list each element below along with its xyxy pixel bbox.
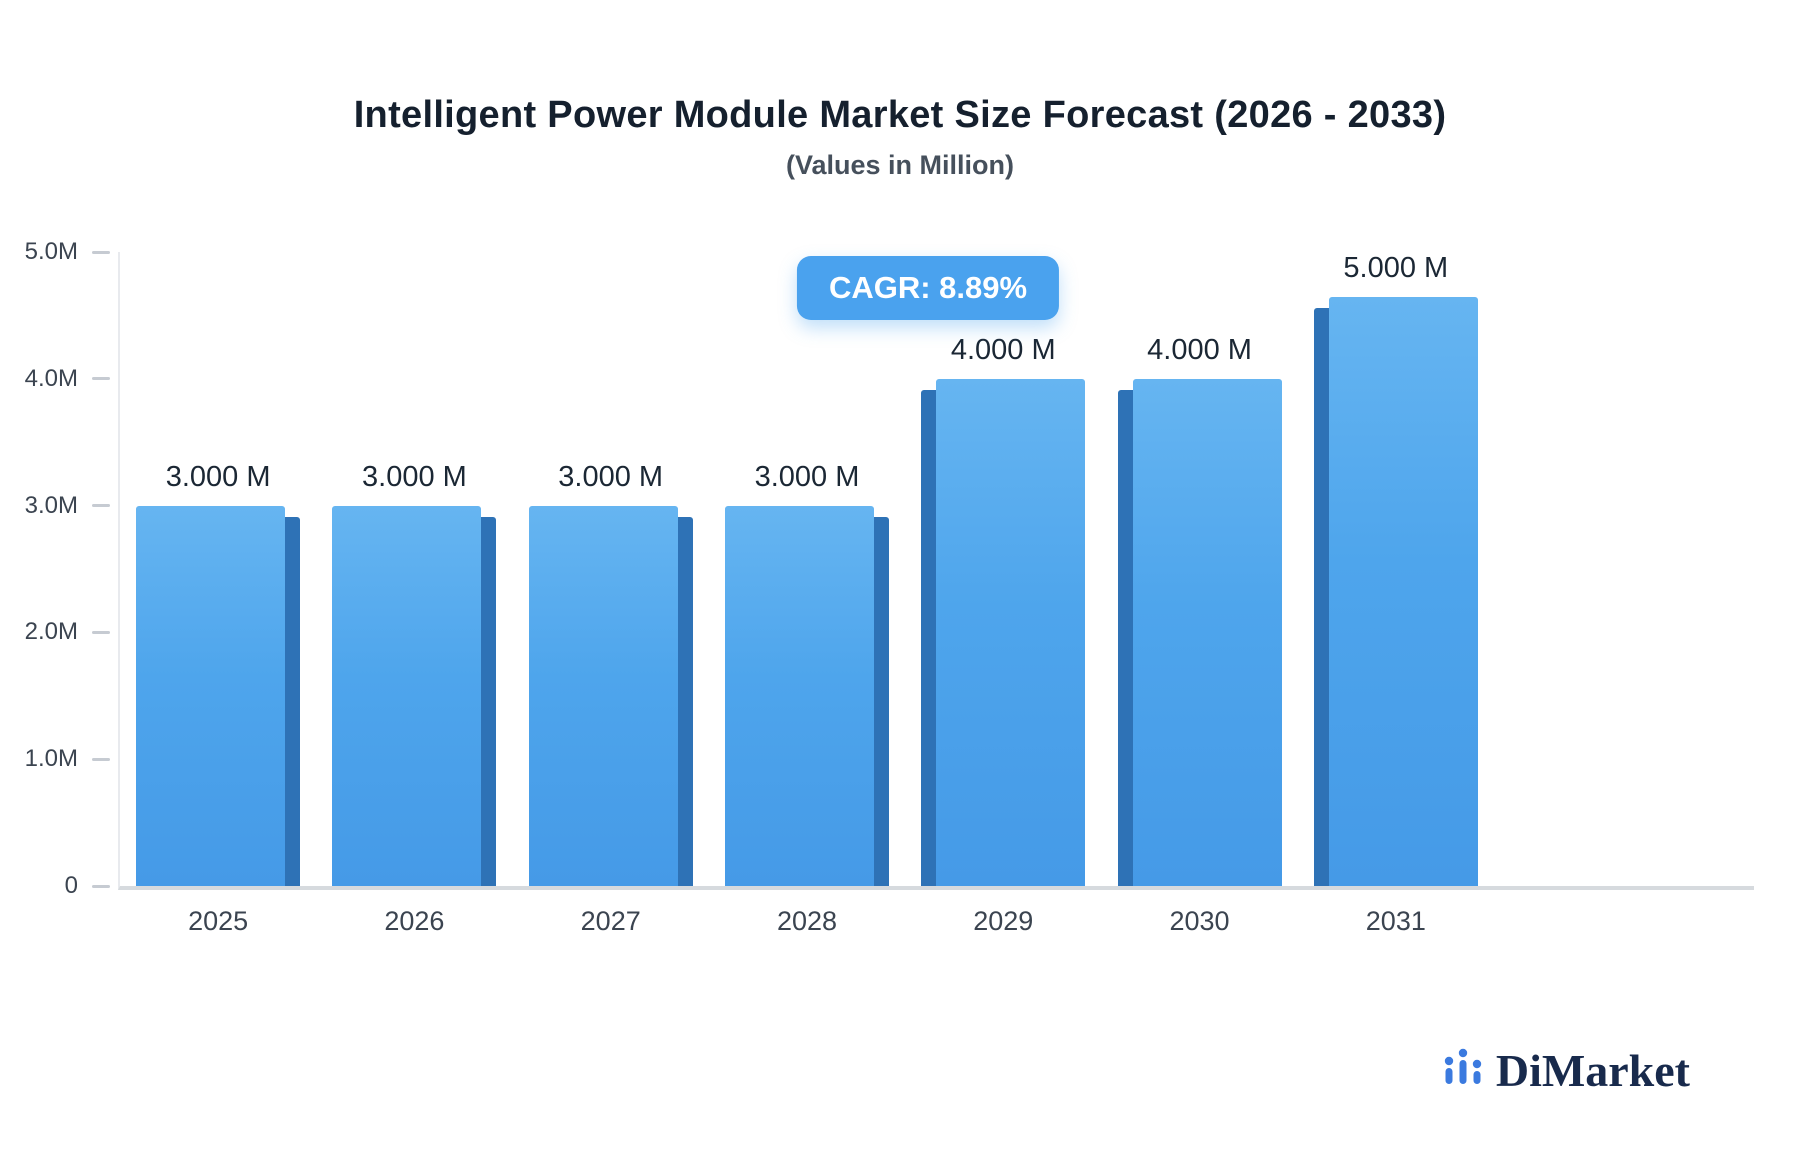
bar-side-shade [873,516,889,886]
brand-name: DiMarket [1495,1045,1690,1096]
bar-group: 3.000 M [120,252,316,886]
plot-area: 3.000 M 3.000 M 3.000 M 3.000 M 4.000 M 4.000… [120,252,1494,886]
x-axis-label: 2030 [1169,906,1230,936]
x-axis: 2025 2026 2027 2028 2029 2030 2031 [120,906,1494,937]
y-tick-mark [92,377,110,381]
bar-face [136,505,286,886]
y-tick-mark [92,884,110,888]
bar-face [528,505,678,886]
bar [1117,378,1282,886]
bar-side-shade [481,516,497,886]
y-tick-label: 5.0M [24,238,78,265]
bar-group: 3.000 M [709,252,905,886]
bar-side-shade [1313,308,1329,886]
bar-group: 3.000 M [316,252,512,886]
bar-side-shade [677,516,693,886]
page-title: Intelligent Power Module Market Size For… [353,94,1447,136]
y-tick: 5.0M [14,238,120,266]
bar-face [1132,378,1282,886]
bar [136,505,301,886]
y-tick-mark [92,630,110,634]
bar-face [332,505,482,886]
y-axis: 0 1.0M 2.0M 3.0M 4.0M 5.0M [25,238,1754,899]
y-tick: 4.0M [14,365,120,393]
y-tick-label: 3.0M [24,491,78,519]
y-tick: 3.0M [14,492,120,520]
bar-side-shade [921,389,937,886]
bar [724,505,889,886]
page-subtitle: (Values in Million) [785,150,1015,180]
cagr-badge: CAGR: 8.89% [796,256,1060,320]
y-tick-label: 0 [64,872,78,899]
bar-value-label: 5.000 M [1343,252,1449,284]
y-tick: 0 [14,872,120,900]
bar [921,378,1086,886]
bar-side-shade [285,516,301,886]
bar-value-label: 3.000 M [558,460,664,493]
bar-face [936,378,1086,886]
x-axis-label: 2029 [973,906,1034,936]
bar-group: 4.000 M [905,252,1101,886]
bar-chart: 0 1.0M 2.0M 3.0M 4.0M 5.0M 3.000 M 3.000 M 3.00… [25,238,1754,936]
bar [332,505,497,886]
bar [528,505,693,886]
bar-value-label: 4.000 M [1147,333,1252,366]
bar-group: 3.000 M [513,252,709,886]
bar-group: 4.000 M [1101,252,1297,886]
x-axis-label: 2026 [384,906,445,936]
bar-side-shade [1117,389,1133,886]
bar-value-label: 3.000 M [362,460,467,493]
x-axis-label: 2027 [580,906,641,936]
bar-value-label: 4.000 M [950,333,1056,366]
y-tick-mark [92,504,110,508]
bar-value-label: 3.000 M [754,460,860,493]
bar-group: 5.000 M [1298,252,1494,886]
y-tick-label: 4.0M [24,364,78,392]
y-tick: 1.0M [14,745,120,773]
x-axis-label: 2031 [1365,906,1426,936]
brand-logo: DiMarket [1440,1043,1690,1094]
y-tick-label: 2.0M [24,618,78,646]
x-axis-label: 2028 [776,906,838,936]
y-tick-label: 1.0M [24,745,78,773]
y-tick-mark [92,250,110,254]
y-tick-mark [92,757,110,761]
y-tick: 2.0M [14,618,120,646]
bar-value-label: 3.000 M [165,460,271,493]
bar-face [1328,297,1478,886]
bar-face [724,505,874,886]
mini-bar-chart-logo-icon [1440,1043,1486,1094]
x-axis-label: 2025 [188,906,249,936]
bar [1313,297,1478,886]
